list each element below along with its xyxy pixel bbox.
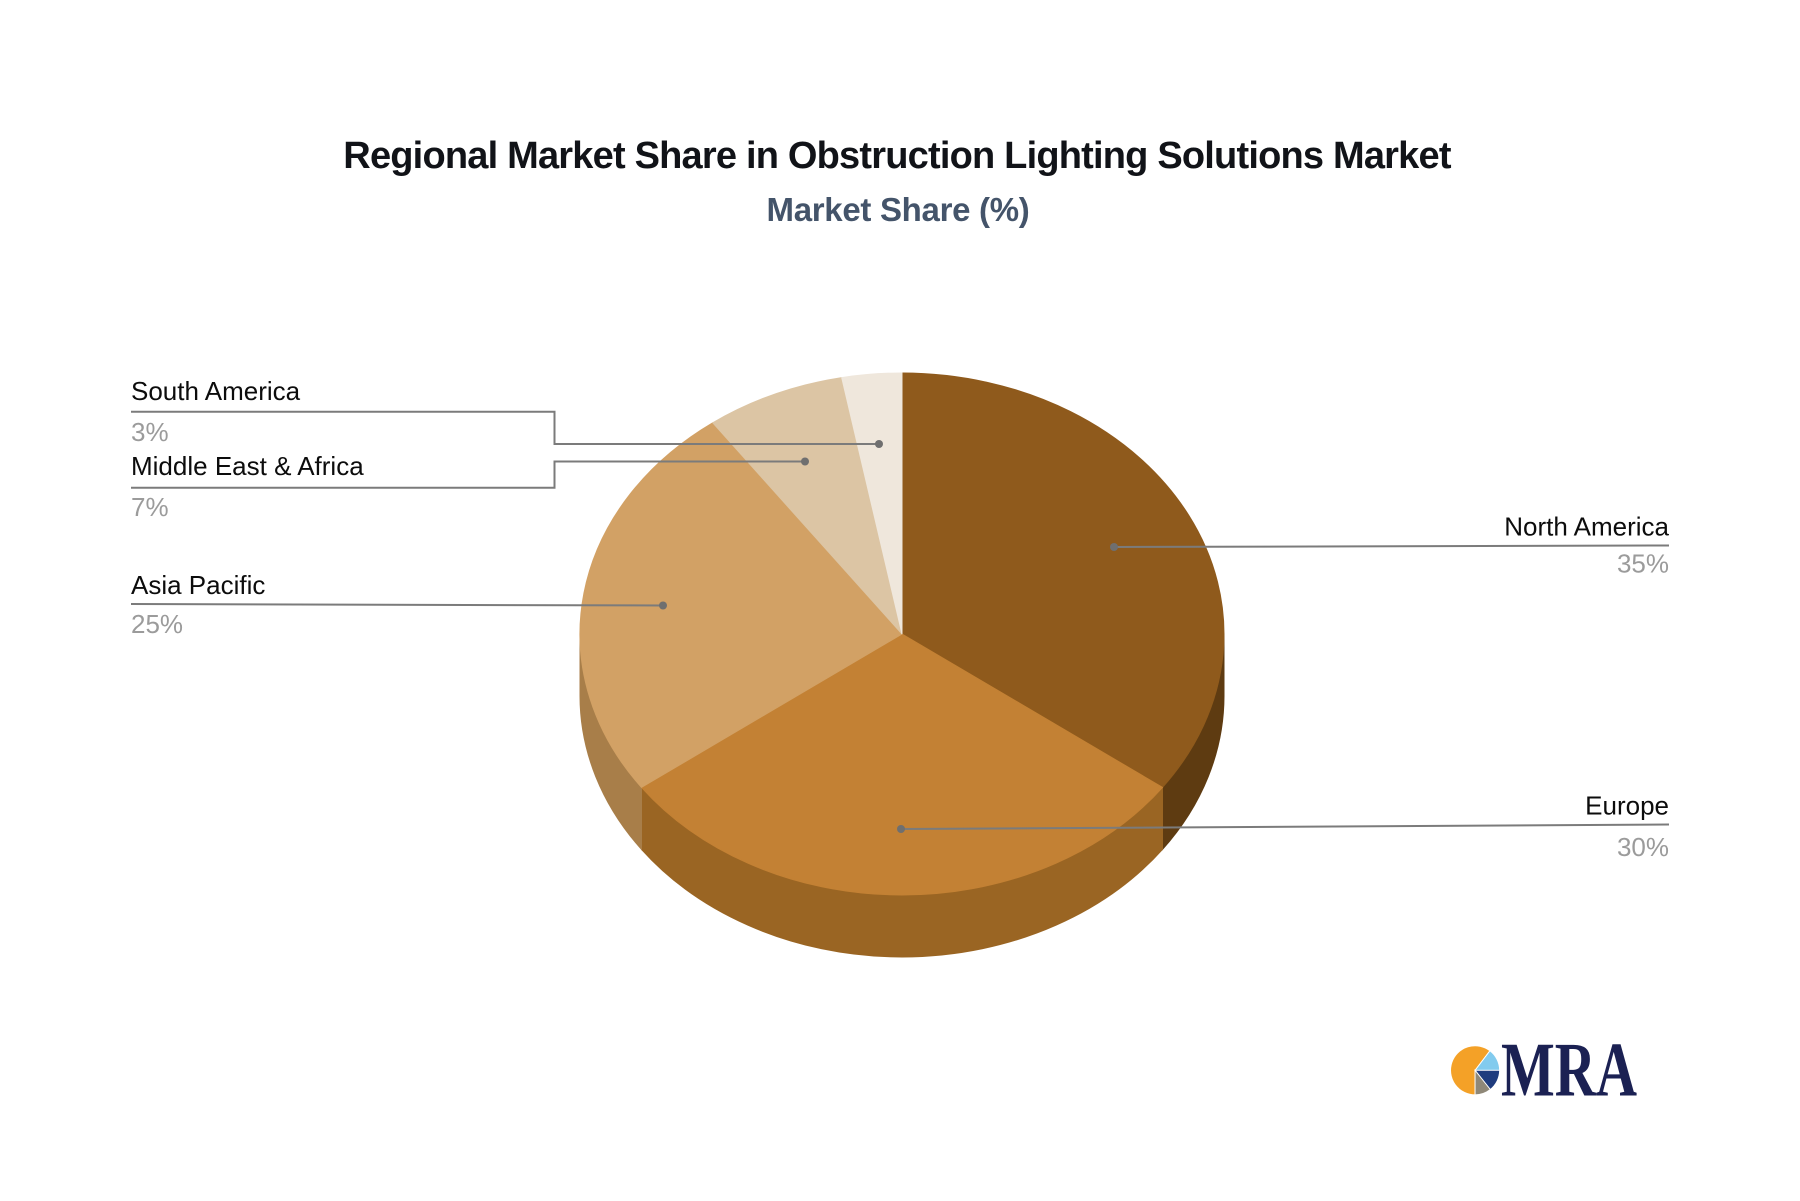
svg-text:Europe: Europe [1585, 791, 1669, 821]
svg-text:30%: 30% [1617, 832, 1669, 862]
svg-text:MRA: MRA [1501, 1027, 1637, 1112]
svg-text:35%: 35% [1617, 549, 1669, 579]
svg-text:Asia Pacific: Asia Pacific [131, 570, 265, 600]
svg-text:Middle East & Africa: Middle East & Africa [131, 451, 364, 481]
svg-text:7%: 7% [131, 492, 169, 522]
svg-text:25%: 25% [131, 609, 183, 639]
svg-text:3%: 3% [131, 417, 169, 447]
svg-text:North America: North America [1504, 512, 1669, 542]
svg-text:Market Share (%): Market Share (%) [767, 191, 1030, 228]
svg-text:South America: South America [131, 376, 301, 406]
svg-text:Regional Market Share in Obstr: Regional Market Share in Obstruction Lig… [343, 135, 1452, 177]
